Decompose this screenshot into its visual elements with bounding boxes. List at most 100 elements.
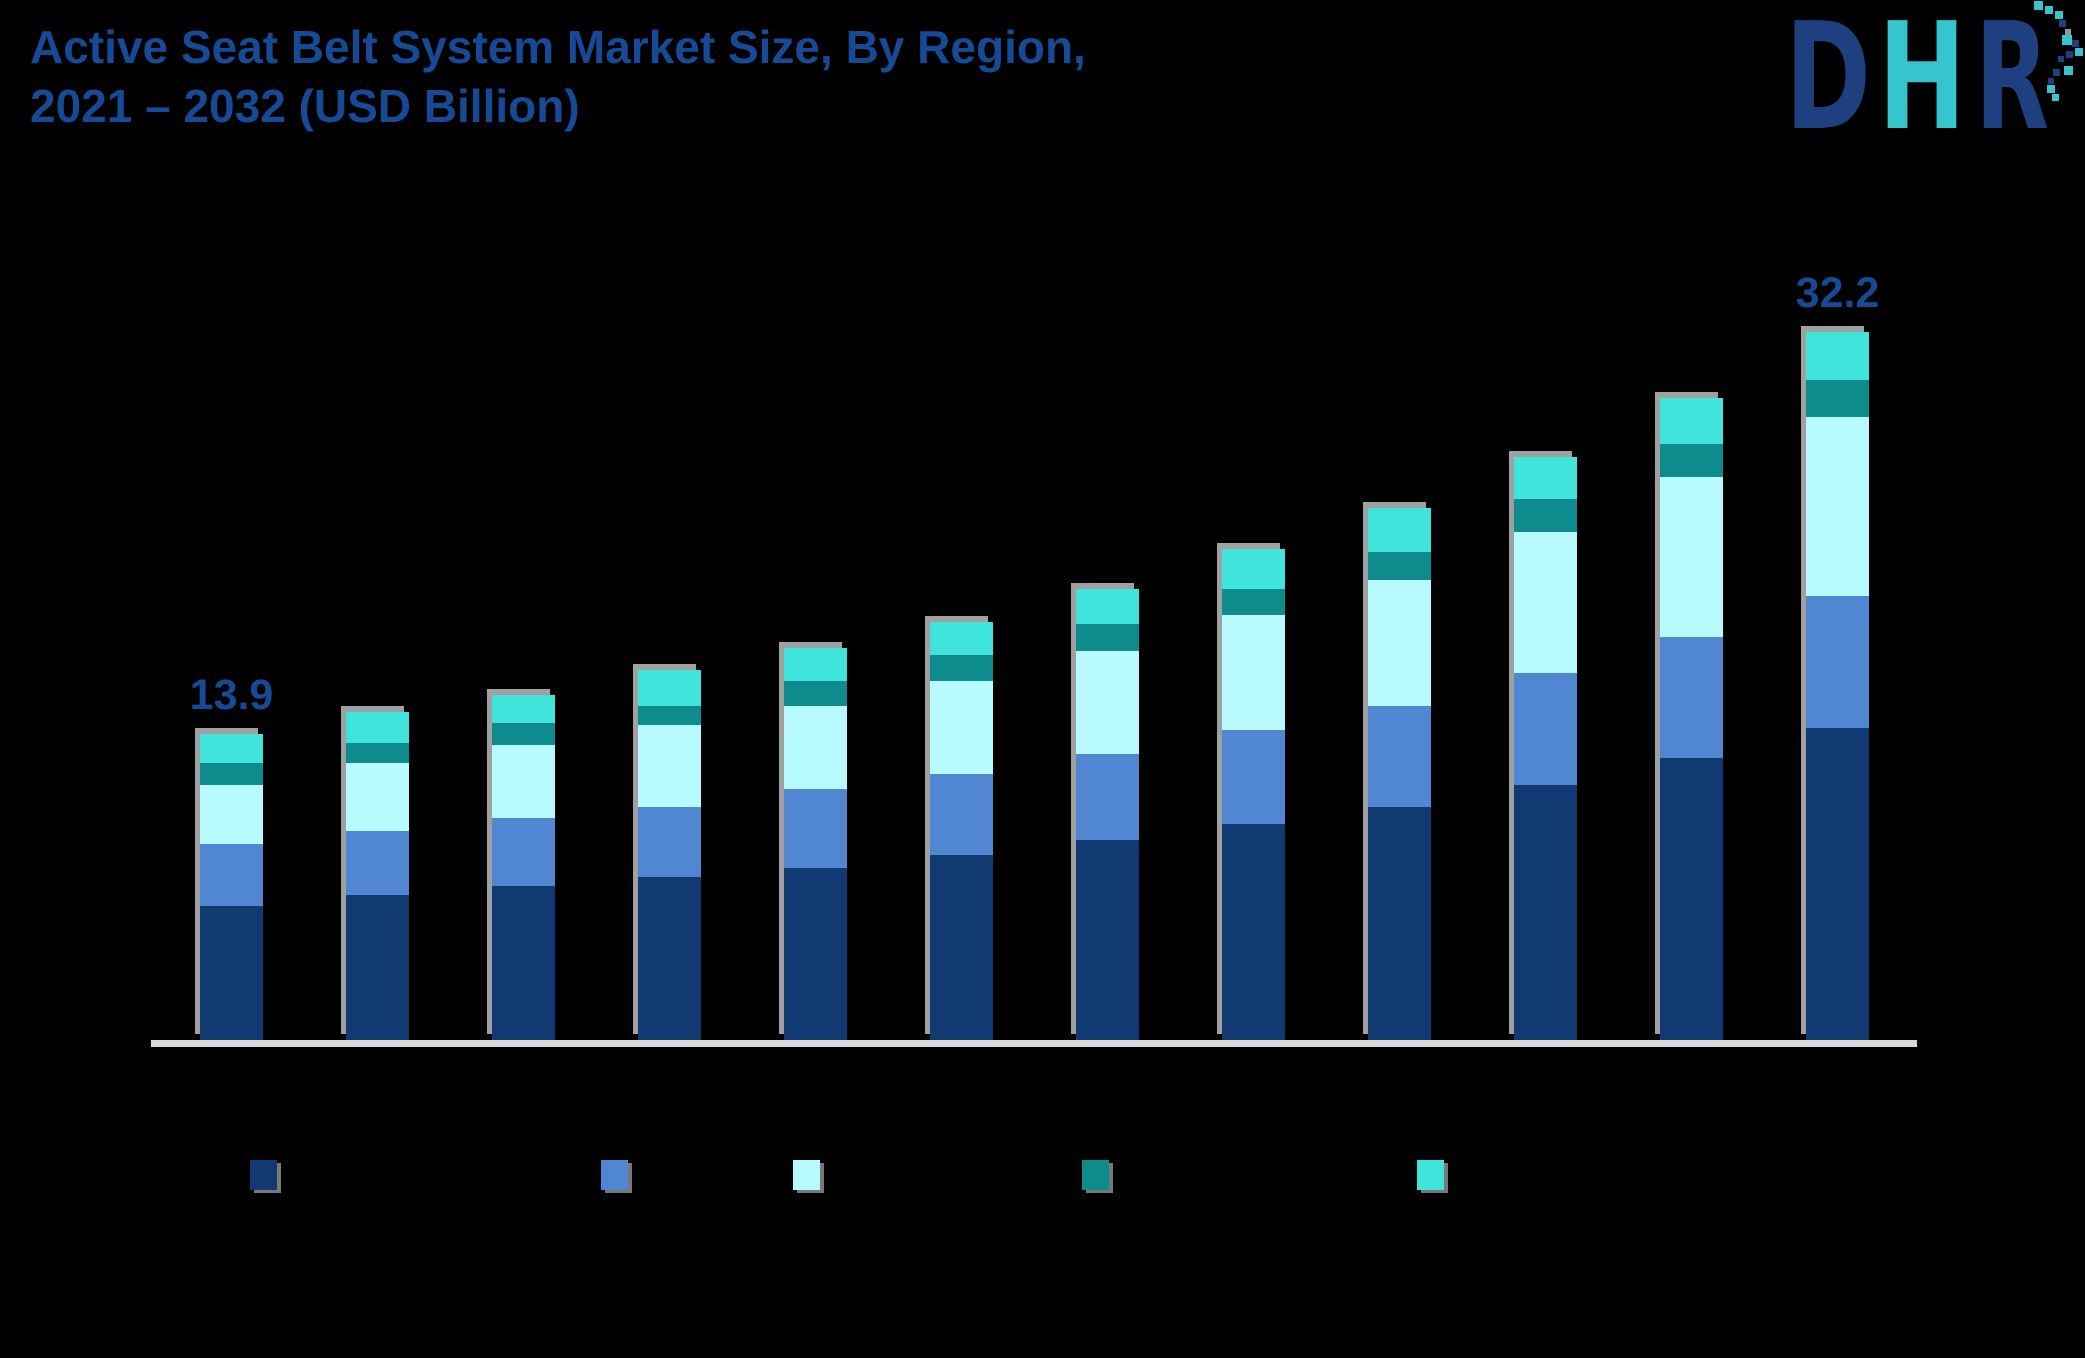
bar-segment-2025-region-navy — [784, 868, 847, 1040]
bar-segment-2022-region-navy — [346, 894, 409, 1040]
bar-2031 — [1660, 397, 1723, 1040]
logo-dot — [2048, 78, 2054, 84]
bar-segment-2028-region-teal — [1222, 589, 1285, 616]
bar-segment-2022-region-pale-cyan — [346, 762, 409, 832]
bar-segment-2030-region-turquoise — [1514, 457, 1577, 499]
bar-segment-2022-region-turquoise — [346, 712, 409, 744]
bar-segment-2021-region-navy — [200, 905, 263, 1040]
logo-dot — [2047, 85, 2055, 93]
x-axis-baseline — [151, 1040, 1917, 1047]
bar-segment-2028-region-pale-cyan — [1222, 615, 1285, 730]
bar-segment-2026-region-navy — [930, 855, 993, 1040]
bar-segment-2026-region-cornflower — [930, 773, 993, 856]
legend-swatch-region-navy — [250, 1160, 277, 1190]
logo-dot — [2058, 56, 2064, 62]
bar-segment-2031-region-teal — [1660, 443, 1723, 477]
bar-segment-2032-region-navy — [1806, 727, 1869, 1040]
logo-letter-d: D — [1785, 0, 1871, 145]
bar-segment-2030-region-teal — [1514, 498, 1577, 532]
bar-segment-2030-region-cornflower — [1514, 672, 1577, 785]
bar-segment-2027-region-pale-cyan — [1076, 650, 1139, 755]
bar-2023 — [492, 694, 555, 1040]
bar-segment-2028-region-navy — [1222, 824, 1285, 1040]
logo-dot — [2062, 35, 2072, 45]
legend-swatch-region-turquoise — [1417, 1160, 1444, 1190]
bar-segment-2023-region-teal — [492, 723, 555, 746]
logo-dot — [2034, 1, 2043, 10]
logo-dots — [2034, 1, 2083, 101]
bar-segment-2025-region-pale-cyan — [784, 705, 847, 790]
legend — [0, 1160, 2085, 1190]
logo-dot — [2075, 48, 2083, 56]
bar-segment-2032-region-pale-cyan — [1806, 417, 1869, 596]
bar-segment-2021-region-cornflower — [200, 844, 263, 906]
logo-dot — [2065, 29, 2071, 35]
bar-segment-2024-region-teal — [638, 705, 701, 726]
bar-segment-2029-region-pale-cyan — [1368, 580, 1431, 706]
bar-segment-2029-region-cornflower — [1368, 705, 1431, 807]
bar-segment-2025-region-turquoise — [784, 648, 847, 682]
legend-swatch-region-cornflower — [601, 1160, 628, 1190]
bar-segment-2027-region-navy — [1076, 839, 1139, 1040]
bar-segment-2022-region-cornflower — [346, 831, 409, 895]
bar-segment-2032-region-teal — [1806, 380, 1869, 418]
logo-dot — [2072, 40, 2079, 47]
bar-segment-2023-region-cornflower — [492, 817, 555, 886]
bar-segment-2031-region-navy — [1660, 758, 1723, 1040]
bar-segment-2022-region-teal — [346, 743, 409, 763]
bar-segment-2030-region-pale-cyan — [1514, 531, 1577, 673]
bar-2029 — [1368, 507, 1431, 1040]
bar-2026 — [930, 622, 993, 1040]
bar-segment-2028-region-turquoise — [1222, 549, 1285, 590]
chart-title: Active Seat Belt System Market Size, By … — [30, 18, 1086, 136]
bar-segment-2026-region-teal — [930, 655, 993, 682]
bar-segment-2026-region-turquoise — [930, 622, 993, 656]
bar-segment-2032-region-turquoise — [1806, 331, 1869, 381]
bar-segment-2027-region-cornflower — [1076, 754, 1139, 840]
bar-2030 — [1514, 457, 1577, 1040]
logo-dot — [2053, 69, 2060, 76]
bar-segment-2031-region-turquoise — [1660, 397, 1723, 444]
bar-segment-2021-region-turquoise — [200, 734, 263, 763]
dhr-logo: D H R — [1785, 0, 2083, 145]
bar-segment-2029-region-turquoise — [1368, 507, 1431, 552]
bar-segment-2024-region-turquoise — [638, 670, 701, 706]
bar-2021: 13.9 — [190, 671, 273, 1040]
bar-segment-2025-region-teal — [784, 681, 847, 706]
bar-segment-2031-region-cornflower — [1660, 637, 1723, 759]
bar-value-label-2021: 13.9 — [189, 671, 274, 720]
bar-2024 — [638, 670, 701, 1040]
bar-segment-2023-region-pale-cyan — [492, 745, 555, 818]
bar-segment-2027-region-teal — [1076, 624, 1139, 651]
logo-dot — [2059, 20, 2066, 27]
bar-segment-2026-region-pale-cyan — [930, 681, 993, 774]
bar-2027 — [1076, 589, 1139, 1040]
bar-segment-2029-region-navy — [1368, 806, 1431, 1040]
bar-2022 — [346, 712, 409, 1040]
chart-title-line1: Active Seat Belt System Market Size, By … — [30, 21, 1086, 73]
bar-segment-2021-region-teal — [200, 762, 263, 785]
logo-dot — [2052, 94, 2059, 101]
logo-letter-r: R — [1975, 0, 2049, 145]
bar-segment-2031-region-pale-cyan — [1660, 476, 1723, 638]
logo-dot — [2064, 66, 2073, 75]
logo-dot — [2066, 51, 2073, 58]
bar-segment-2029-region-teal — [1368, 551, 1431, 581]
logo-letter-h: H — [1878, 0, 1966, 145]
bar-segment-2027-region-turquoise — [1076, 589, 1139, 625]
logo-dot — [2045, 6, 2053, 14]
bar-segment-2025-region-cornflower — [784, 789, 847, 869]
chart-title-line2: 2021 – 2032 (USD Billion) — [30, 79, 580, 132]
bar-2028 — [1222, 549, 1285, 1040]
legend-swatch-region-pale-cyan — [793, 1160, 820, 1190]
bar-segment-2024-region-cornflower — [638, 806, 701, 878]
bar-2032: 32.2 — [1796, 269, 1879, 1040]
bar-segment-2028-region-cornflower — [1222, 729, 1285, 825]
bar-segment-2023-region-turquoise — [492, 694, 555, 724]
bar-segment-2024-region-navy — [638, 877, 701, 1040]
bar-2025 — [784, 648, 847, 1040]
bar-segment-2032-region-cornflower — [1806, 595, 1869, 728]
bars-row: 13.9 32.2 — [190, 0, 1879, 1040]
bar-segment-2024-region-pale-cyan — [638, 725, 701, 807]
